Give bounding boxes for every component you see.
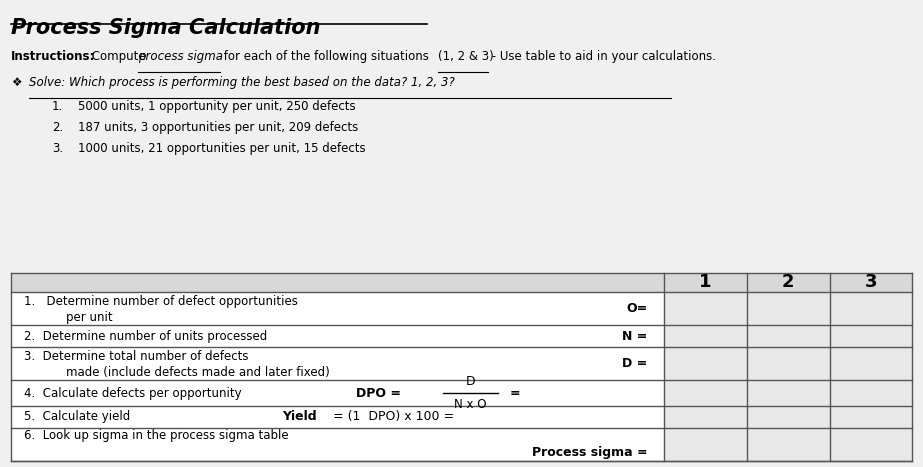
Text: 1: 1 bbox=[699, 274, 712, 291]
Text: made (include defects made and later fixed): made (include defects made and later fix… bbox=[66, 367, 330, 379]
Text: = (1  DPO) x 100 =: = (1 DPO) x 100 = bbox=[332, 410, 454, 423]
Text: Yield: Yield bbox=[282, 410, 317, 423]
Bar bbox=[664, 347, 913, 380]
Text: O=: O= bbox=[626, 302, 647, 315]
Text: process sigma: process sigma bbox=[138, 50, 222, 63]
Bar bbox=[664, 380, 913, 406]
Text: 1.: 1. bbox=[52, 100, 64, 113]
Bar bbox=[664, 428, 913, 461]
Text: Process sigma =: Process sigma = bbox=[532, 446, 647, 459]
Text: 2: 2 bbox=[782, 274, 795, 291]
Text: 5.  Calculate yield: 5. Calculate yield bbox=[24, 410, 131, 423]
Bar bbox=[664, 325, 913, 347]
Text: N =: N = bbox=[622, 330, 647, 343]
Bar bbox=[664, 406, 913, 428]
Text: 1000 units, 21 opportunities per unit, 15 defects: 1000 units, 21 opportunities per unit, 1… bbox=[78, 142, 366, 155]
Text: 6.  Look up sigma in the process sigma table: 6. Look up sigma in the process sigma ta… bbox=[24, 430, 289, 443]
Text: 187 units, 3 opportunities per unit, 209 defects: 187 units, 3 opportunities per unit, 209… bbox=[78, 121, 358, 134]
Text: for each of the following situations: for each of the following situations bbox=[221, 50, 433, 63]
Text: 5000 units, 1 opportunity per unit, 250 defects: 5000 units, 1 opportunity per unit, 250 … bbox=[78, 100, 355, 113]
Text: Compute: Compute bbox=[88, 50, 150, 63]
Text: per unit: per unit bbox=[66, 311, 113, 325]
Bar bbox=[10, 273, 913, 292]
Bar bbox=[10, 273, 913, 461]
Text: Solve: Which process is performing the best based on the data? 1, 2, 3?: Solve: Which process is performing the b… bbox=[29, 76, 455, 89]
Text: N x O: N x O bbox=[454, 398, 487, 410]
Text: 2.: 2. bbox=[52, 121, 64, 134]
Text: 4.  Calculate defects per opportunity: 4. Calculate defects per opportunity bbox=[24, 387, 242, 400]
Text: 3.: 3. bbox=[52, 142, 63, 155]
Text: D: D bbox=[466, 375, 475, 389]
Text: DPO =: DPO = bbox=[355, 387, 401, 400]
Text: D =: D = bbox=[622, 357, 647, 370]
Text: 2.  Determine number of units processed: 2. Determine number of units processed bbox=[24, 330, 268, 343]
Text: (1, 2 & 3): (1, 2 & 3) bbox=[438, 50, 493, 63]
Text: 3: 3 bbox=[865, 274, 877, 291]
Text: Instructions:: Instructions: bbox=[10, 50, 95, 63]
Text: 1.   Determine number of defect opportunities: 1. Determine number of defect opportunit… bbox=[24, 295, 298, 308]
Text: ❖: ❖ bbox=[10, 76, 21, 89]
Text: =: = bbox=[509, 387, 520, 400]
Bar bbox=[664, 292, 913, 325]
Text: - Use table to aid in your calculations.: - Use table to aid in your calculations. bbox=[488, 50, 716, 63]
Text: Process Sigma Calculation: Process Sigma Calculation bbox=[10, 18, 320, 38]
Text: 3.  Determine total number of defects: 3. Determine total number of defects bbox=[24, 350, 249, 363]
